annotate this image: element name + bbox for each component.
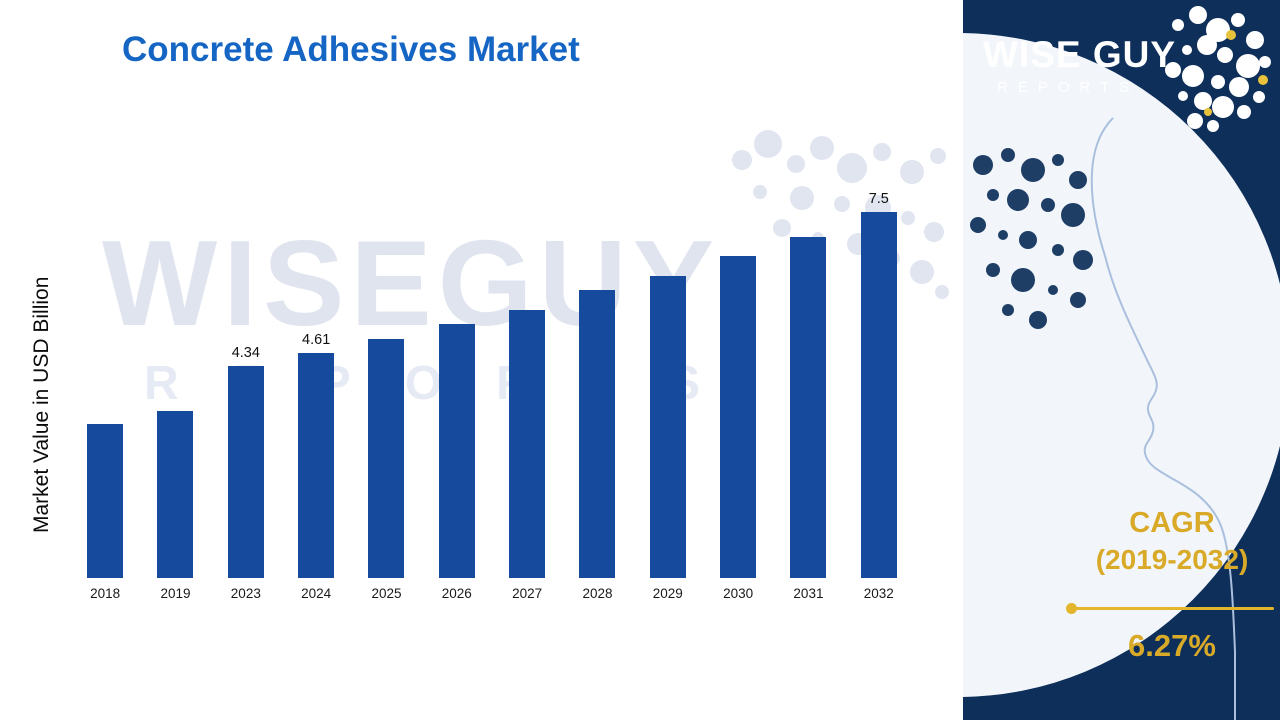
y-axis-label: Market Value in USD Billion (30, 276, 53, 533)
bar-value-label: 7.5 (868, 191, 889, 207)
x-axis-tick-label: 2031 (793, 586, 824, 601)
x-axis-tick-label: 2018 (90, 586, 121, 601)
cagr-divider (1066, 603, 1274, 615)
bar-group: 2018 (70, 403, 140, 606)
x-axis-tick-label: 2019 (160, 586, 191, 601)
logo-dots-pattern (1165, 6, 1271, 132)
cagr-value: 6.27% (1128, 628, 1216, 664)
bar-group: 2031 (773, 216, 843, 606)
bar-group: 2028 (562, 269, 632, 606)
x-axis-tick-label: 2025 (371, 586, 402, 601)
bar-chart: 2018 2019 4.34 2023 4.61 2024 2025 2026 2027 2028… (70, 188, 914, 606)
bar (438, 324, 475, 578)
x-axis-tick-label: 2028 (582, 586, 613, 601)
bar (298, 353, 335, 578)
brand-subname: REPORTS (997, 79, 1140, 96)
bar (720, 256, 757, 578)
bar-group: 4.34 2023 (211, 345, 281, 606)
bar-value-label: 4.34 (231, 345, 260, 361)
bar (157, 411, 194, 578)
bar-group: 4.61 2024 (281, 332, 351, 606)
watermark-dots-pattern (732, 130, 949, 299)
x-axis-tick-label: 2026 (441, 586, 472, 601)
bar (860, 212, 897, 578)
brand-panel-graphic (963, 0, 1280, 720)
cagr-block: CAGR (2019-2032) 6.27% (1066, 505, 1274, 664)
head-dots-pattern (970, 148, 1093, 329)
brand-name: WISE GUY (983, 34, 1177, 75)
x-axis-tick-label: 2029 (652, 586, 683, 601)
bar-group: 2026 (422, 303, 492, 606)
bar-group: 7.5 2032 (844, 191, 914, 606)
bar (790, 237, 827, 578)
x-axis-tick-label: 2030 (723, 586, 754, 601)
page-title: Concrete Adhesives Market (122, 30, 580, 69)
cagr-range: (2019-2032) (1095, 544, 1249, 576)
bar-value-label: 4.61 (302, 332, 331, 348)
bar-group: 2029 (633, 255, 703, 606)
bar-chart-plot-area: 2018 2019 4.34 2023 4.61 2024 2025 2026 2027 2028… (70, 188, 914, 606)
bar-group: 2025 (351, 318, 421, 606)
bar (649, 276, 686, 578)
face-profile-outline-icon (1090, 117, 1236, 720)
x-axis-tick-label: 2024 (301, 586, 332, 601)
bar (579, 290, 616, 578)
x-axis-tick-label: 2023 (230, 586, 261, 601)
bar (227, 366, 264, 578)
x-axis-tick-label: 2027 (512, 586, 543, 601)
bar (87, 424, 124, 578)
bar-group: 2027 (492, 289, 562, 606)
bar-group: 2030 (703, 235, 773, 606)
bar (368, 339, 405, 578)
cagr-label: CAGR (1129, 507, 1215, 539)
brand-logo: WISE GUY REPORTS (983, 36, 1176, 96)
bar-group: 2019 (140, 390, 210, 606)
logo-gold-dots (1204, 30, 1268, 116)
brand-panel: WISE GUY REPORTS CAGR (2019-2032) 6.27% (963, 0, 1280, 720)
bar (509, 310, 546, 578)
x-axis-tick-label: 2032 (863, 586, 894, 601)
